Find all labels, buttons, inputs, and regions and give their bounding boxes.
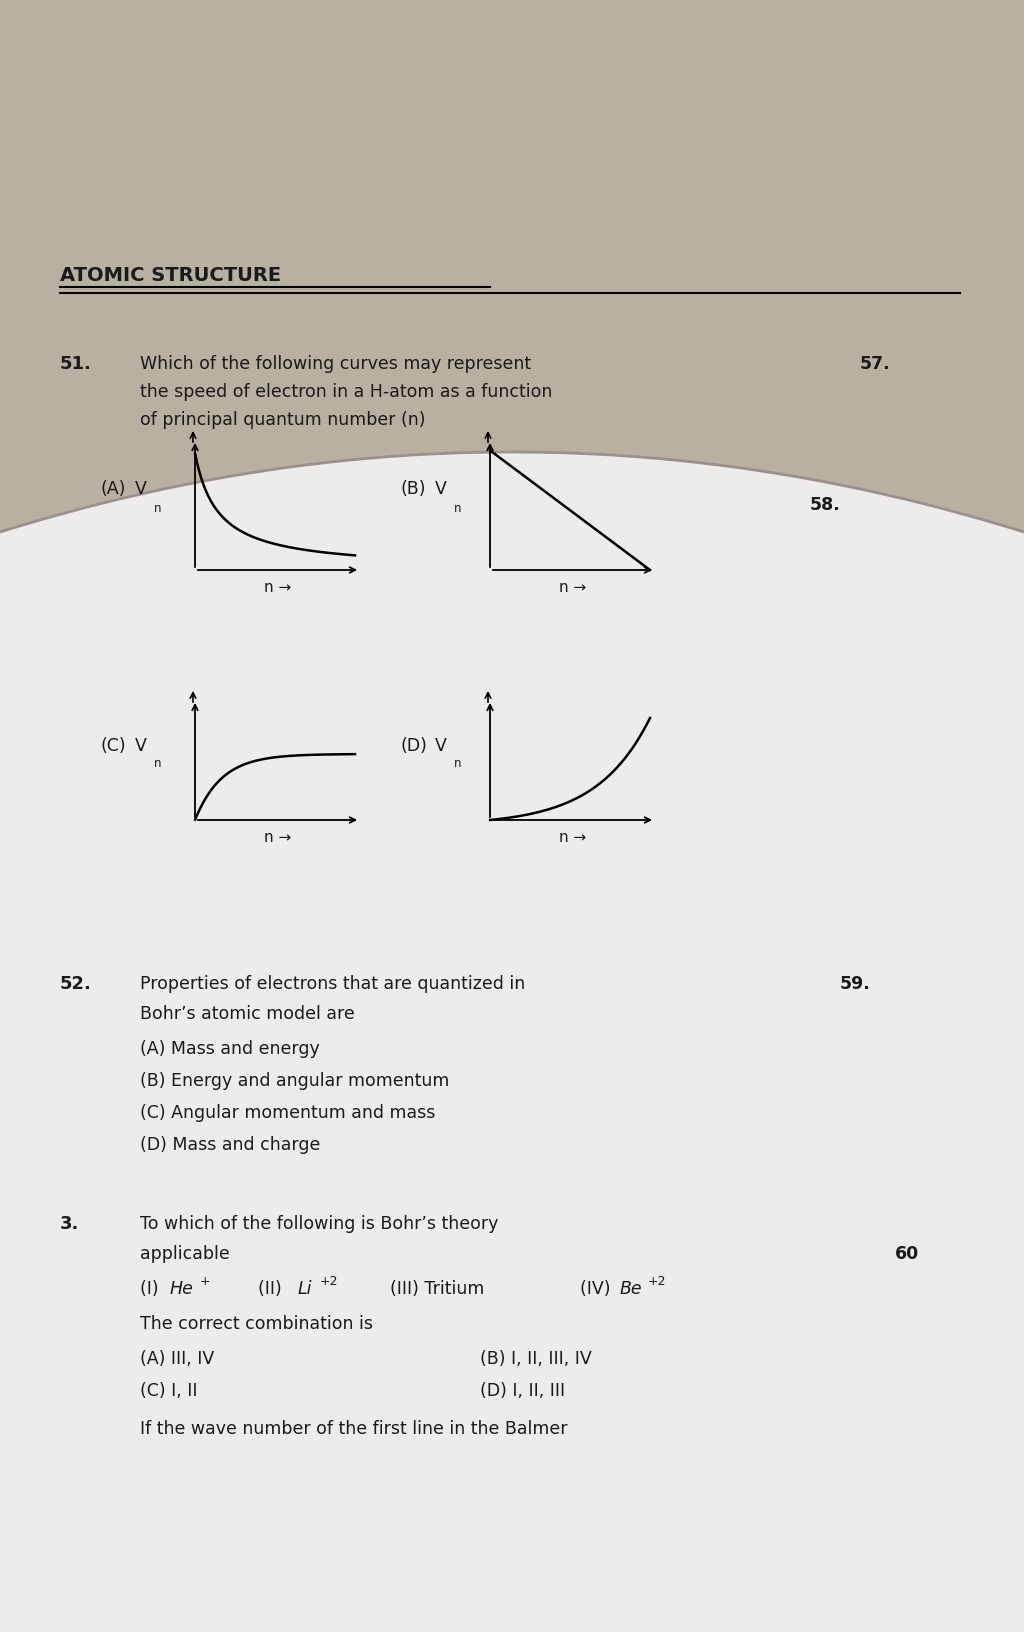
Text: Li: Li xyxy=(298,1279,312,1297)
Text: He: He xyxy=(170,1279,194,1297)
Text: Bohr’s atomic model are: Bohr’s atomic model are xyxy=(140,1005,354,1023)
Text: (B): (B) xyxy=(400,480,426,498)
Text: the speed of electron in a H-atom as a function: the speed of electron in a H-atom as a f… xyxy=(140,384,552,401)
Text: (A): (A) xyxy=(100,480,125,498)
Text: (III) Tritium: (III) Tritium xyxy=(390,1279,484,1297)
Text: (D): (D) xyxy=(400,736,427,754)
Text: n: n xyxy=(454,757,462,770)
Polygon shape xyxy=(0,452,1024,1632)
Text: To which of the following is Bohr’s theory: To which of the following is Bohr’s theo… xyxy=(140,1214,499,1234)
Text: (D) Mass and charge: (D) Mass and charge xyxy=(140,1136,321,1154)
Text: (IV): (IV) xyxy=(580,1279,616,1297)
Text: 3.: 3. xyxy=(60,1214,80,1234)
Bar xyxy=(0,0,1024,532)
Text: of principal quantum number (n): of principal quantum number (n) xyxy=(140,411,426,429)
Text: (C): (C) xyxy=(100,736,126,754)
Text: 59.: 59. xyxy=(840,974,870,992)
Text: +2: +2 xyxy=(319,1275,339,1288)
Text: Be: Be xyxy=(620,1279,643,1297)
Text: +2: +2 xyxy=(648,1275,667,1288)
Text: 57.: 57. xyxy=(860,356,891,374)
Text: n: n xyxy=(454,503,462,516)
Text: V: V xyxy=(135,736,146,754)
Text: (A) Mass and energy: (A) Mass and energy xyxy=(140,1040,319,1058)
Text: (C) I, II: (C) I, II xyxy=(140,1382,198,1400)
Text: V: V xyxy=(135,480,146,498)
Text: ATOMIC STRUCTURE: ATOMIC STRUCTURE xyxy=(60,266,282,286)
Text: (D) I, II, III: (D) I, II, III xyxy=(480,1382,565,1400)
Text: n: n xyxy=(154,503,162,516)
Text: The correct combination is: The correct combination is xyxy=(140,1315,373,1333)
Text: (C) Angular momentum and mass: (C) Angular momentum and mass xyxy=(140,1103,435,1123)
Text: 60: 60 xyxy=(895,1245,920,1263)
Text: Properties of electrons that are quantized in: Properties of electrons that are quantiz… xyxy=(140,974,525,992)
Text: 58.: 58. xyxy=(810,496,841,514)
Text: n: n xyxy=(154,757,162,770)
Text: n →: n → xyxy=(264,579,291,596)
Text: (B) Energy and angular momentum: (B) Energy and angular momentum xyxy=(140,1072,450,1090)
Text: applicable: applicable xyxy=(140,1245,229,1263)
Text: n →: n → xyxy=(559,579,586,596)
Text: (B) I, II, III, IV: (B) I, II, III, IV xyxy=(480,1350,592,1368)
Text: (I): (I) xyxy=(140,1279,164,1297)
Text: If the wave number of the first line in the Balmer: If the wave number of the first line in … xyxy=(140,1420,567,1438)
Text: +: + xyxy=(200,1275,211,1288)
Text: 51.: 51. xyxy=(60,356,92,374)
Text: 52.: 52. xyxy=(60,974,92,992)
Text: (II): (II) xyxy=(258,1279,288,1297)
Text: Which of the following curves may represent: Which of the following curves may repres… xyxy=(140,356,531,374)
Text: V: V xyxy=(435,736,446,754)
Text: V: V xyxy=(435,480,446,498)
Text: n →: n → xyxy=(559,831,586,845)
Text: n →: n → xyxy=(264,831,291,845)
Text: (A) III, IV: (A) III, IV xyxy=(140,1350,214,1368)
